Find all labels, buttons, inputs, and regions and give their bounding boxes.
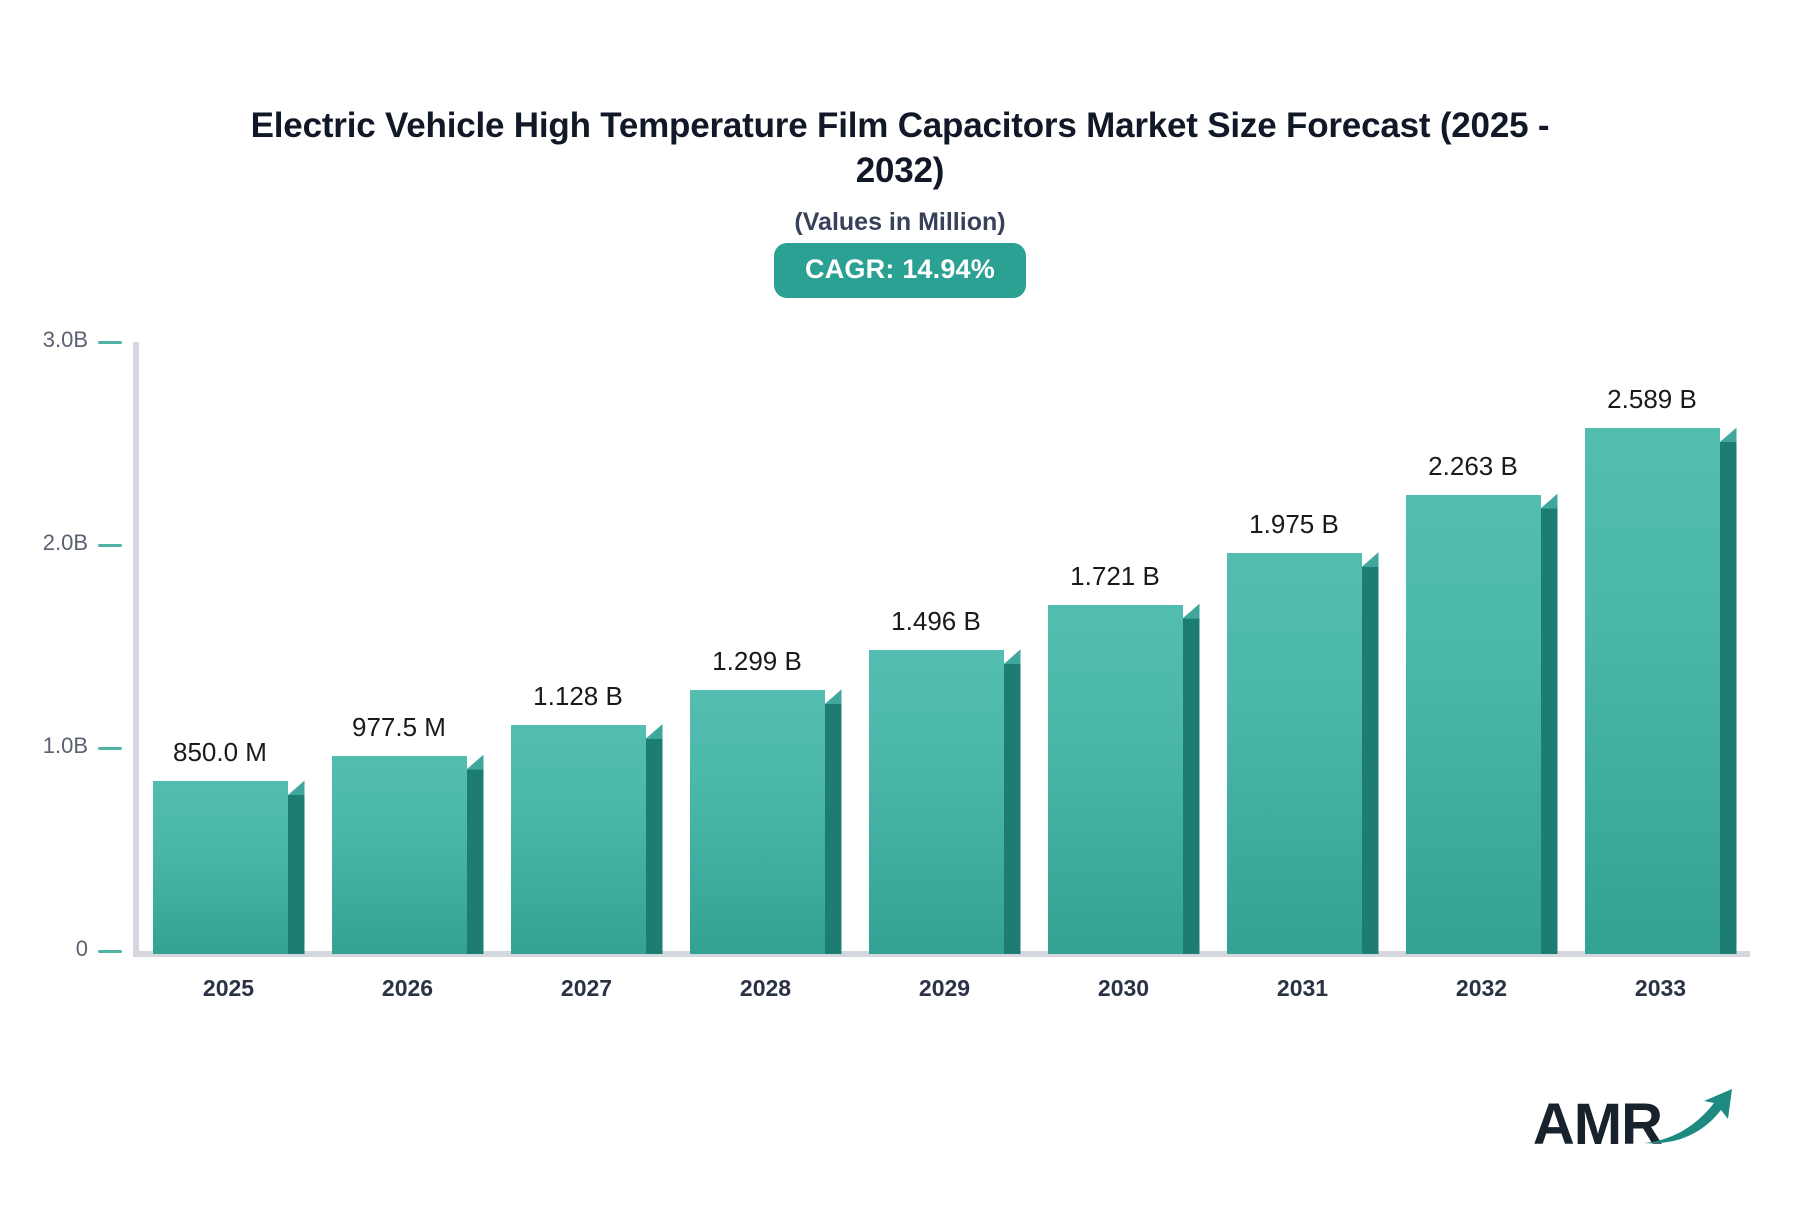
y-axis-line [133, 342, 139, 957]
bar-value-label: 1.299 B [712, 646, 802, 677]
bar-column[interactable]: 850.0 M [152, 342, 305, 954]
y-axis-tick [98, 747, 122, 750]
x-axis-label: 2029 [918, 975, 971, 1001]
bar-side-face [1719, 428, 1737, 954]
bar-value-label: 1.128 B [533, 681, 623, 712]
bar[interactable]: 850.0 M [152, 737, 305, 954]
bar-column[interactable]: 1.975 B [1226, 342, 1379, 954]
bar-top-face [1182, 603, 1200, 619]
bar-front-face [1405, 494, 1541, 954]
y-axis-label: 3.0B [42, 327, 88, 352]
cagr-badge-wrapper: CAGR: 14.94% [0, 242, 1800, 298]
chart-subtitle: (Values in Million) [794, 207, 1006, 236]
bar-value-label: 977.5 M [352, 711, 446, 742]
bar-side-face [1003, 650, 1021, 954]
bar-column[interactable]: 1.299 B [689, 342, 842, 954]
x-axis-label: 2028 [739, 975, 792, 1001]
bar-front-face [331, 755, 467, 954]
amr-logo: AMR [1533, 1085, 1738, 1154]
y-axis-label: 2.0B [42, 530, 88, 555]
bar-front-face [152, 781, 288, 954]
bar-front-face [1047, 604, 1183, 954]
x-axis-label: 2026 [381, 975, 434, 1001]
bar-column[interactable]: 977.5 M [331, 342, 484, 954]
bar-front-face [510, 725, 646, 954]
bar-front-face [1584, 428, 1720, 954]
bar-top-face [645, 724, 663, 740]
y-axis-tick [98, 544, 122, 547]
bar[interactable]: 1.496 B [868, 606, 1021, 954]
bar[interactable]: 2.263 B [1405, 451, 1558, 954]
bar-top-face [1540, 493, 1558, 509]
bar-top-face [1719, 427, 1737, 443]
bar-side-face [287, 781, 305, 954]
x-axis-label: 2032 [1455, 975, 1508, 1001]
bar[interactable]: 1.299 B [689, 646, 842, 954]
x-axis-label: 2031 [1276, 975, 1329, 1001]
bar-front-face [868, 650, 1004, 954]
bar-top-face [1003, 649, 1021, 665]
bar-value-label: 1.496 B [891, 606, 981, 637]
bar-side-face [1182, 604, 1200, 954]
cagr-badge: CAGR: 14.94% [774, 242, 1026, 298]
bar-value-label: 2.263 B [1428, 450, 1518, 481]
growth-arrow-icon [1642, 1085, 1738, 1152]
bar-top-face [824, 689, 842, 705]
bar-side-face [645, 725, 663, 954]
bar[interactable]: 2.589 B [1584, 384, 1737, 954]
bar-side-face [824, 690, 842, 954]
y-axis-label: 1.0B [42, 733, 88, 758]
x-axis-label: 2025 [202, 975, 255, 1001]
bar-side-face [1540, 494, 1558, 954]
y-axis-tick [98, 950, 122, 953]
bar-front-face [1226, 553, 1362, 954]
bar[interactable]: 1.128 B [510, 681, 663, 954]
bar-value-label: 1.721 B [1070, 560, 1160, 591]
logo-text: AMR [1532, 1092, 1663, 1157]
chart-header: Electric Vehicle High Temperature Film C… [0, 0, 1800, 298]
y-axis-label: 0 [75, 936, 88, 961]
bar-column[interactable]: 1.721 B [1047, 342, 1200, 954]
bar-series: 850.0 M 977.5 M 1.128 B 1.299 B 1.496 B 1.721… [139, 342, 1750, 954]
bar-column[interactable]: 1.496 B [868, 342, 1021, 954]
y-axis-tick [98, 341, 122, 344]
x-axis-labels: 2025 2026 2027 2028 2029 2030 2031 2032 2033 [139, 975, 1750, 1015]
bar[interactable]: 1.721 B [1047, 561, 1200, 954]
bar[interactable]: 977.5 M [331, 712, 484, 954]
bar-front-face [689, 690, 825, 954]
bar[interactable]: 1.975 B [1226, 509, 1379, 954]
bar-column[interactable]: 2.263 B [1405, 342, 1558, 954]
bar-value-label: 1.975 B [1249, 509, 1339, 540]
bar-value-label: 2.589 B [1607, 384, 1697, 415]
bar-side-face [1361, 553, 1379, 954]
x-axis-label: 2030 [1097, 975, 1150, 1001]
bar-side-face [466, 755, 484, 954]
x-axis-label: 2033 [1634, 975, 1687, 1001]
bar-value-label: 850.0 M [173, 737, 267, 768]
bar-top-face [466, 754, 484, 770]
bar-top-face [287, 780, 305, 796]
x-axis-label: 2027 [560, 975, 613, 1001]
x-axis-line [133, 951, 1750, 957]
bar-top-face [1361, 552, 1379, 568]
bar-column[interactable]: 1.128 B [510, 342, 663, 954]
page-title: Electric Vehicle High Temperature Film C… [250, 106, 1550, 190]
bar-column[interactable]: 2.589 B [1584, 342, 1737, 954]
